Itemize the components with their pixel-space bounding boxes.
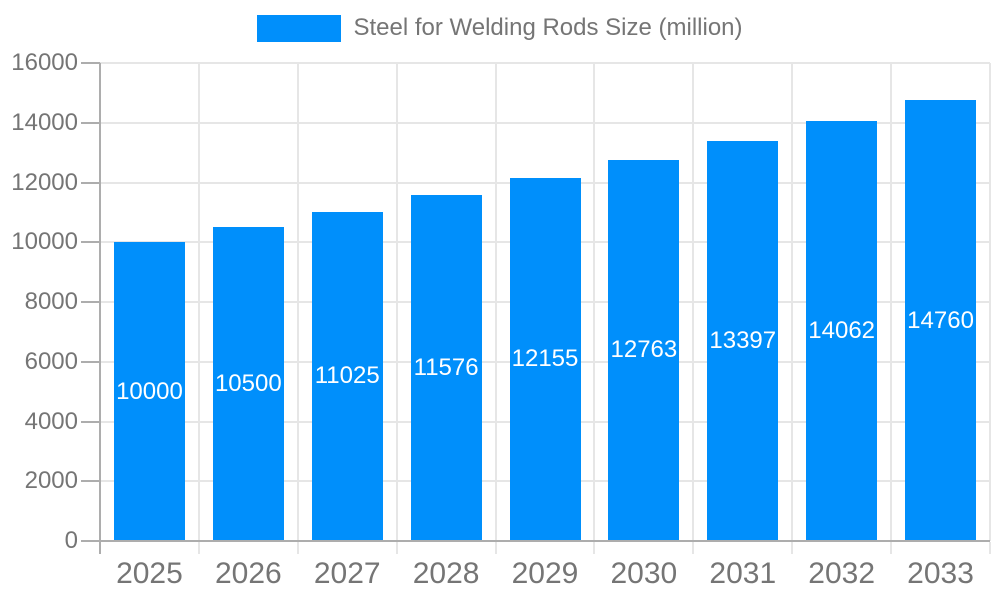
- x-axis-tick: [989, 542, 991, 554]
- y-axis-tick: [81, 121, 100, 124]
- y-axis-line: [99, 63, 101, 554]
- bar-value-label: 12763: [610, 336, 678, 364]
- y-gridline: [100, 62, 990, 64]
- bar-2026[interactable]: 10500: [212, 227, 284, 541]
- x-axis-category-label: 2030: [610, 557, 678, 590]
- bar-value-label: 14062: [808, 316, 876, 344]
- legend-series-label: Steel for Welding Rods Size (million): [353, 14, 743, 41]
- y-axis-tick: [81, 420, 100, 423]
- bar-value-label: 10000: [116, 377, 183, 405]
- y-axis-tick: [81, 62, 100, 64]
- bar-value-label: 10500: [214, 370, 282, 398]
- bar-value-label: 12155: [511, 345, 579, 373]
- y-axis-tick-label: 14000: [11, 108, 78, 136]
- bar-2025[interactable]: 10000: [113, 242, 185, 541]
- y-axis-tick-label: 4000: [24, 407, 78, 435]
- y-axis-tick-label: 16000: [11, 49, 78, 76]
- x-gridline: [791, 63, 794, 541]
- bar-2028[interactable]: 11576: [410, 195, 482, 541]
- x-gridline: [395, 63, 398, 541]
- x-axis-tick: [692, 542, 695, 554]
- bar-2031[interactable]: 13397: [707, 140, 779, 541]
- y-axis-tick: [81, 241, 100, 244]
- x-gridline: [989, 63, 991, 541]
- x-gridline: [296, 63, 299, 541]
- x-axis-category-label: 2026: [214, 557, 282, 590]
- bar-value-label: 14760: [907, 306, 974, 334]
- x-axis-category-label: 2025: [116, 557, 183, 590]
- x-axis-tick: [890, 542, 893, 554]
- bar-2029[interactable]: 12155: [509, 177, 581, 541]
- bar-2027[interactable]: 11025: [311, 211, 383, 541]
- x-axis-tick: [296, 542, 299, 554]
- x-axis-tick: [593, 542, 596, 554]
- bar-2030[interactable]: 12763: [608, 159, 680, 541]
- x-axis-tick: [197, 542, 200, 554]
- y-axis-tick-label: 2000: [24, 467, 78, 495]
- x-axis-category-label: 2029: [511, 557, 579, 590]
- y-axis-tick-label: 6000: [24, 347, 78, 375]
- y-axis-tick: [81, 301, 100, 303]
- bar-2033[interactable]: 14760: [905, 100, 977, 541]
- x-axis-tick: [791, 542, 794, 554]
- chart-legend: Steel for Welding Rods Size (million): [0, 14, 1000, 42]
- y-axis-tick-label: 10000: [11, 228, 78, 256]
- bar-2032[interactable]: 14062: [806, 120, 878, 541]
- y-axis-tick-label: 8000: [24, 288, 78, 315]
- y-axis-tick-label: 0: [64, 527, 78, 554]
- x-axis-category-label: 2027: [313, 557, 381, 590]
- legend-series-marker: [257, 14, 342, 42]
- legend-item[interactable]: Steel for Welding Rods Size (million): [257, 14, 743, 42]
- x-axis-tick: [395, 542, 398, 554]
- x-gridline: [692, 63, 695, 541]
- y-axis-tick: [81, 360, 100, 363]
- x-axis-category-label: 2032: [808, 557, 876, 590]
- x-axis-category-label: 2028: [412, 557, 480, 590]
- x-axis-line: [100, 540, 990, 542]
- bar-value-label: 13397: [709, 326, 777, 354]
- x-gridline: [494, 63, 497, 541]
- x-gridline: [593, 63, 596, 541]
- x-axis-category-label: 2031: [709, 557, 777, 590]
- x-axis-category-label: 2033: [907, 557, 974, 590]
- plot-area: 10000 10500 11025 11576 12155 12763 13397 14062…: [100, 62, 991, 541]
- y-axis-tick: [81, 181, 100, 184]
- bar-value-label: 11576: [413, 354, 479, 382]
- y-axis-tick: [81, 540, 100, 542]
- y-axis-tick-label: 12000: [11, 168, 78, 196]
- bar-value-label: 11025: [314, 362, 380, 390]
- x-gridline: [197, 63, 200, 541]
- x-gridline: [890, 63, 893, 541]
- y-axis-tick: [81, 480, 100, 483]
- x-axis-tick: [494, 542, 497, 554]
